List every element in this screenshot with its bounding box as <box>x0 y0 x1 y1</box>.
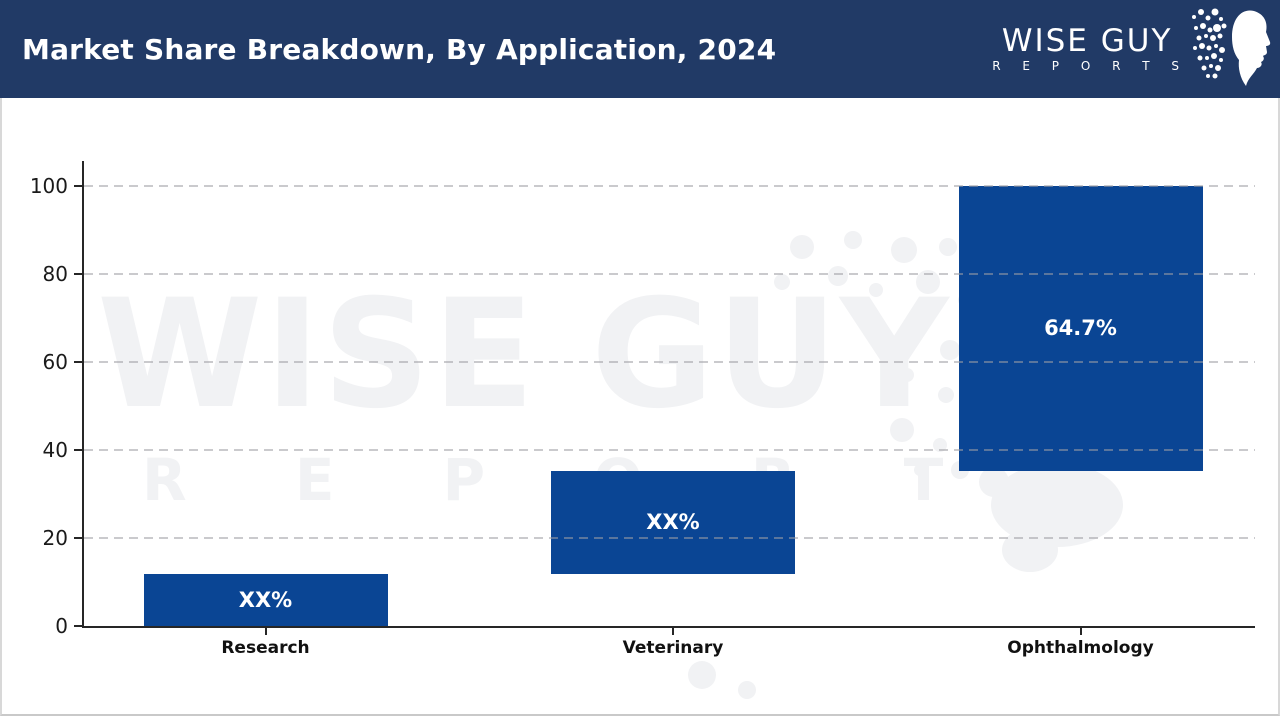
y-tick-label-20: 20 <box>42 526 68 550</box>
gridline-y40 <box>84 449 1255 451</box>
y-tick-100 <box>74 185 82 187</box>
x-category-label: Ophthalmology <box>1007 638 1154 658</box>
watermark-wordmark: WISE GUY <box>97 268 951 442</box>
bar-veterinary <box>551 470 795 575</box>
gridline-y20 <box>84 537 1255 539</box>
y-tick-20 <box>74 537 82 539</box>
gridline-y100 <box>84 185 1255 187</box>
y-tick-80 <box>74 273 82 275</box>
y-axis-line <box>82 161 84 628</box>
wise-guy-reports-logo: WISE GUY R E P O R T S <box>986 5 1272 93</box>
logo-text: WISE GUY R E P O R T S <box>986 25 1188 74</box>
logo-wordmark: WISE GUY <box>1001 22 1173 59</box>
y-tick-60 <box>74 361 82 363</box>
chart-plot-area: WISE GUY R E P O R T S 020406080100XX%Re… <box>0 98 1280 716</box>
y-tick-label-60: 60 <box>42 350 68 374</box>
x-category-label: Veterinary <box>622 638 724 658</box>
x-category-label: Research <box>221 638 310 658</box>
logo-face-icon <box>1192 8 1271 86</box>
x-axis-line <box>82 626 1255 628</box>
y-tick-label-0: 0 <box>55 614 68 638</box>
x-tick-1 <box>672 626 674 635</box>
bar-research <box>143 574 388 626</box>
y-tick-label-40: 40 <box>42 438 68 462</box>
y-tick-label-100: 100 <box>29 174 68 198</box>
logo-subtitle: R E P O R T S <box>992 59 1188 74</box>
header-band: Market Share Breakdown, By Application, … <box>0 0 1280 98</box>
y-tick-label-80: 80 <box>42 262 68 286</box>
page-title: Market Share Breakdown, By Application, … <box>22 32 777 66</box>
x-tick-0 <box>264 626 267 635</box>
bar-ophthalmology <box>958 186 1203 471</box>
gridline-y80 <box>84 273 1255 275</box>
y-tick-0 <box>74 625 82 627</box>
y-tick-40 <box>74 449 82 451</box>
gridline-y60 <box>84 361 1255 363</box>
x-tick-2 <box>1079 626 1082 635</box>
